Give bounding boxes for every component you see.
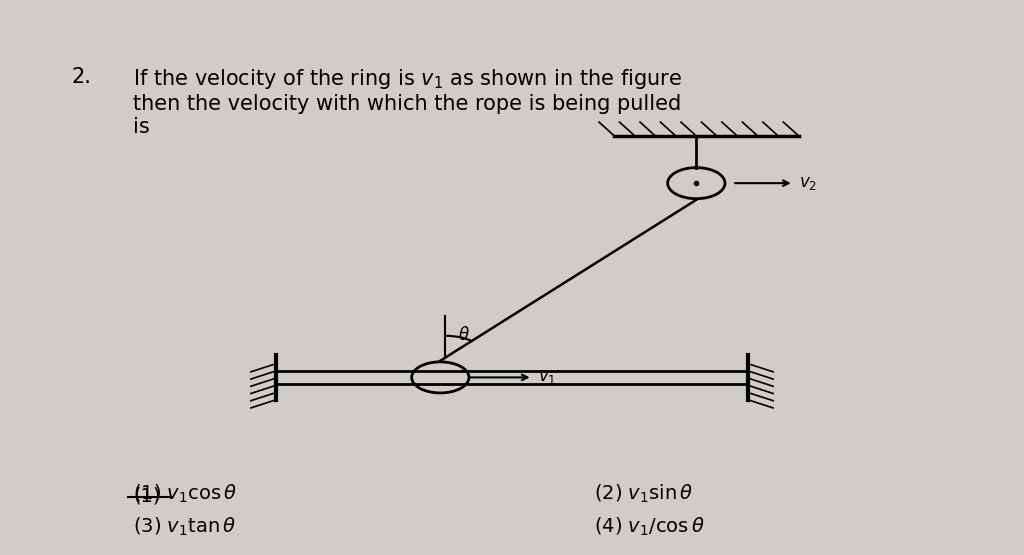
Text: 2.: 2. [72, 67, 91, 87]
Text: (1) $v_1 \cos\theta$: (1) $v_1 \cos\theta$ [133, 483, 238, 505]
Text: $v_2$: $v_2$ [799, 174, 817, 192]
Text: (2) $v_1 \sin\theta$: (2) $v_1 \sin\theta$ [594, 483, 693, 505]
Text: (3) $v_1 \tan\theta$: (3) $v_1 \tan\theta$ [133, 516, 237, 538]
Text: (1): (1) [133, 486, 161, 505]
Text: If the velocity of the ring is $v_1$ as shown in the figure
then the velocity wi: If the velocity of the ring is $v_1$ as … [133, 67, 682, 137]
Text: $\theta$: $\theta$ [458, 326, 470, 344]
Text: (4) $v_1/\cos\theta$: (4) $v_1/\cos\theta$ [594, 516, 705, 538]
Text: $v_1$: $v_1$ [538, 369, 556, 386]
